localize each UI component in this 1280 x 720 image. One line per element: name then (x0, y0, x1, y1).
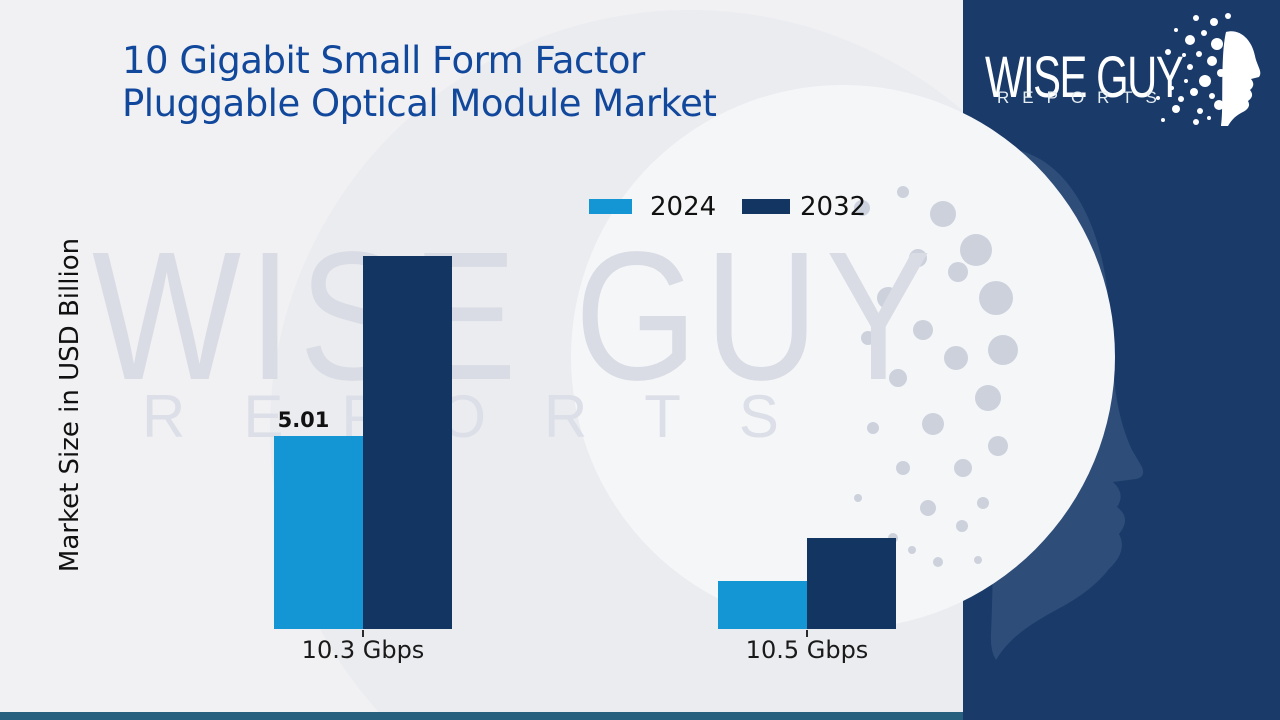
y-axis-label: Market Size in USD Billion (55, 237, 85, 573)
legend-label-2032: 2032 (800, 192, 867, 222)
logo-face-icon (1221, 31, 1261, 127)
page-title-line2: Pluggable Optical Module Market (122, 81, 717, 125)
logo-sub-text: REPORTS (997, 88, 1170, 107)
watermark-reports-text: REPORTS (142, 383, 837, 450)
bar-2032-10-5-gbps (807, 538, 896, 629)
bottom-accent-strip (0, 712, 963, 720)
bar-2024-10-3-gbps (274, 436, 363, 629)
x-tick-group2 (806, 630, 808, 637)
legend-swatch-2024 (589, 199, 632, 214)
logo-dot-cluster-icon (1156, 13, 1231, 125)
logo-brand-text: WISE GUY (985, 45, 1184, 110)
watermark-brand-text: WISE GUY (92, 214, 939, 419)
watermark-dot-cluster (849, 186, 1018, 567)
page-title: 10 Gigabit Small Form Factor Pluggable O… (122, 39, 717, 125)
legend-swatch-2032 (742, 199, 790, 214)
page-title-line1: 10 Gigabit Small Form Factor (122, 39, 645, 82)
x-category-label-1: 10.3 Gbps (301, 636, 425, 664)
x-category-label-2: 10.5 Gbps (745, 636, 869, 664)
bar-value-label: 5.01 (277, 408, 330, 432)
legend-label-2024: 2024 (650, 192, 717, 222)
x-tick-group1 (362, 630, 364, 637)
bar-2032-10-3-gbps (363, 256, 452, 629)
light-overlap-circle (571, 85, 1115, 629)
bar-2024-10-5-gbps (718, 581, 807, 629)
